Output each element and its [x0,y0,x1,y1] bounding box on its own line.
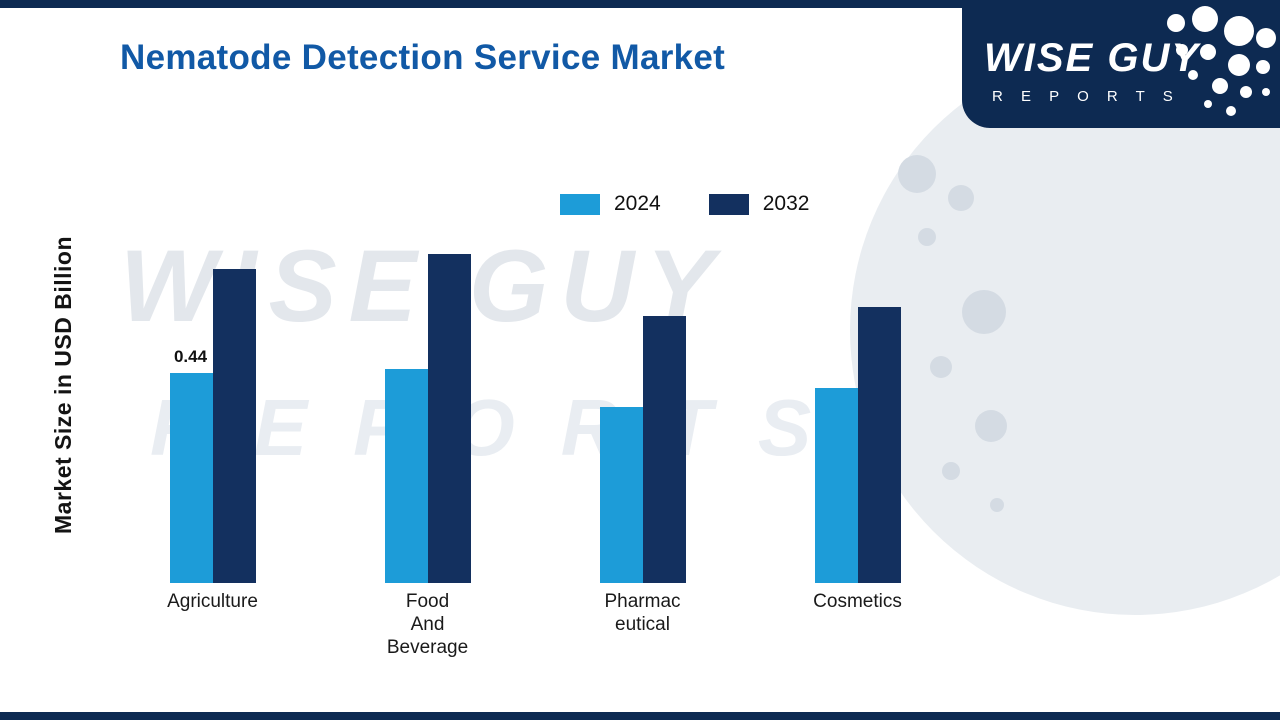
logo-face-icon [1256,28,1276,48]
logo-face-icon [1204,100,1212,108]
legend-item-2032: 2032 [708,192,810,216]
logo-face-icon [1188,70,1198,80]
y-axis-label: Market Size in USD Billion [50,236,76,535]
watermark-line2: REPORTS [150,383,858,472]
logo: WISE GUY R E P O R T S [962,0,1280,128]
category-label: Food And Beverage [386,591,469,658]
logo-face-icon [1256,60,1270,74]
background-dot [930,356,952,378]
logo-face-icon [1224,16,1254,46]
plot-area: 0.44 [105,240,965,583]
legend-label-2032: 2032 [762,192,810,215]
category-label: Pharmac eutical [604,591,681,635]
logo-face-icon [1167,14,1185,32]
logo-face-icon [1176,44,1188,56]
bar-2024-food [384,368,428,583]
background-dot [942,462,960,480]
background-dot [898,155,936,193]
bar-2024-pharmac [599,406,643,583]
logo-face-icon [1212,78,1228,94]
bar-2032-pharmac [642,316,686,583]
background-dot [975,410,1007,442]
logo-subtitle: R E P O R T S [992,88,1180,105]
background-dot [918,228,936,246]
logo-face-icon [1262,88,1270,96]
logo-face-icon [1240,86,1252,98]
logo-face-icon [1200,44,1216,60]
bottom-accent-bar [0,712,1280,720]
logo-face-icon [1226,106,1236,116]
logo-face-icon [1228,54,1250,76]
category-labels: Agriculture Food And Beverage Pharmac eutical… [105,590,965,659]
chart-title: Nematode Detection Service Market [120,38,726,77]
top-accent-bar [0,0,965,8]
bar-2032-agriculture [212,268,256,583]
bar-2032-food [427,254,471,583]
bar-group [320,240,535,583]
legend-swatch-2032 [708,193,749,215]
background-dot [962,290,1006,334]
background-dot [948,185,974,211]
bar-2032-cosmetics [857,306,901,583]
logo-face-icon [1192,6,1218,32]
background-circle [850,45,1280,615]
legend-item-2024: 2024 [560,192,661,216]
bar-value-label: 0.44 [173,347,208,367]
bar-group: 0.44 [105,240,320,583]
bar-group [535,240,750,583]
category-label: Cosmetics [813,591,902,612]
background-dot [990,498,1004,512]
bar-2024-agriculture [169,373,213,583]
legend: 2024 2032 [560,192,809,216]
logo-wordmark: WISE GUY [984,36,1201,80]
category-label: Agriculture [167,591,258,612]
bar-2024-cosmetics [814,387,858,583]
legend-swatch-2024 [560,193,600,215]
bar-group [750,240,965,583]
legend-label-2024: 2024 [614,192,661,215]
